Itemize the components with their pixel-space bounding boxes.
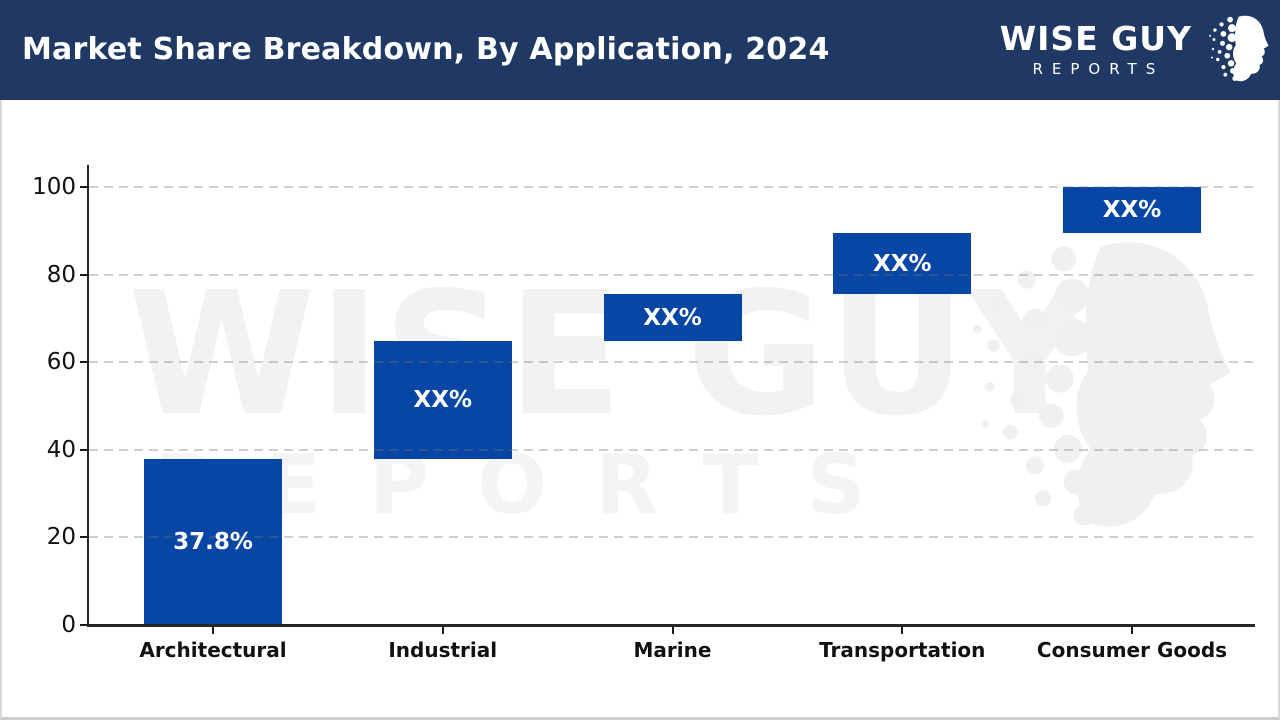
y-axis-line <box>87 165 89 626</box>
x-axis-label-transportation: Transportation <box>819 638 986 662</box>
bar-value-label-consumer-goods: XX% <box>1102 197 1162 224</box>
bar-transportation <box>833 233 972 294</box>
x-tick-mark-consumer-goods <box>1131 625 1133 634</box>
logo-face-icon <box>1209 15 1269 82</box>
y-tick-label-20: 20 <box>46 524 76 551</box>
x-tick-mark-marine <box>671 625 674 634</box>
y-tick-label-0: 0 <box>61 612 76 638</box>
x-tick-mark-industrial <box>441 625 444 634</box>
gridline-40 <box>89 448 1253 451</box>
logo-subtitle-text: REPORTS <box>1032 60 1165 78</box>
y-tick-mark-60 <box>80 361 89 364</box>
gridline-80 <box>89 273 1253 276</box>
wiseguy-logo: WISE GUY REPORTS <box>1000 4 1270 96</box>
gridline-60 <box>89 361 1253 364</box>
logo-title-text: WISE GUY <box>999 19 1192 58</box>
y-tick-mark-0 <box>80 624 89 626</box>
x-tick-mark-architectural <box>212 625 214 634</box>
y-tick-mark-20 <box>80 536 89 539</box>
y-tick-mark-100 <box>80 186 89 188</box>
y-tick-label-100: 100 <box>32 174 76 200</box>
gridline-20 <box>89 536 1253 539</box>
x-axis-label-consumer-goods: Consumer Goods <box>1036 638 1228 662</box>
logo-wordmark: WISE GUY REPORTS <box>1000 22 1192 78</box>
x-axis-label-architectural: Architectural <box>139 638 287 662</box>
plot-area: 0 20 40 60 80 100 37.8% Architectural XX% Industr… <box>2 100 1278 717</box>
bar-value-label-transportation: XX% <box>872 250 932 277</box>
bar-consumer-goods <box>1063 187 1201 234</box>
header-bar: Market Share Breakdown, By Application, … <box>0 0 1280 100</box>
y-tick-label-60: 60 <box>46 349 76 376</box>
bar-marine <box>603 293 742 342</box>
bar-architectural <box>144 459 282 625</box>
y-tick-label-40: 40 <box>46 436 76 463</box>
y-tick-mark-40 <box>80 448 89 451</box>
gridline-100 <box>89 186 1253 188</box>
bar-value-label-architectural: 37.8% <box>173 529 253 556</box>
x-axis-line <box>87 624 1255 627</box>
bar-value-label-industrial: XX% <box>413 387 472 414</box>
chart-title: Market Share Breakdown, By Application, … <box>22 32 830 67</box>
y-tick-label-80: 80 <box>46 261 76 288</box>
chart-canvas: WISE GUY REPORTS 0 20 40 60 80 100 37.8% Archit… <box>0 100 1280 720</box>
bar-industrial <box>373 341 512 460</box>
x-tick-mark-transportation <box>901 625 904 634</box>
x-axis-label-marine: Marine <box>633 638 712 662</box>
y-tick-mark-80 <box>80 273 89 276</box>
x-axis-label-industrial: Industrial <box>388 638 498 662</box>
bar-value-label-marine: XX% <box>643 304 702 331</box>
watermark-face-icon <box>973 242 1231 527</box>
